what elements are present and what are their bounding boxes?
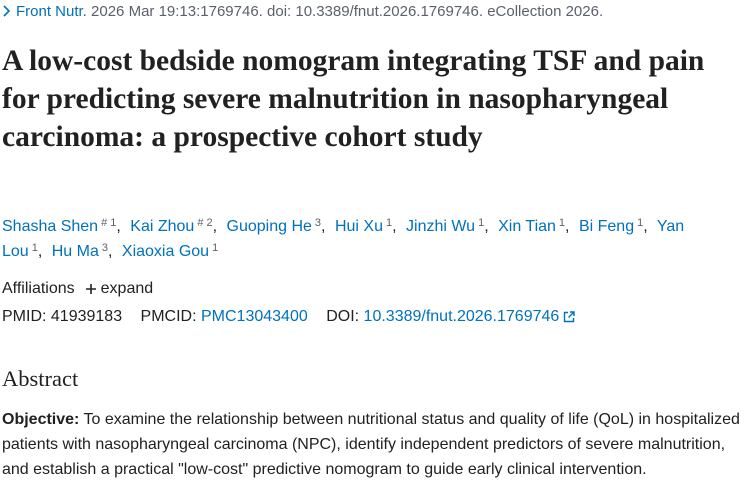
abstract-body: To examine the relationship between nutr…: [2, 411, 740, 478]
expand-label[interactable]: expand: [100, 280, 154, 297]
author: Guoping He 3: [226, 217, 331, 236]
external-link-icon: [564, 311, 575, 323]
citation-details: 2026 Mar 19:13:1769746. doi: 10.3389/fnu…: [91, 3, 604, 20]
author-list: Shasha Shen# 1 Kai Zhou# 2 Guoping He3 H…: [2, 214, 702, 264]
author-affiliation-ref[interactable]: 3: [101, 242, 108, 254]
article-title: A low-cost bedside nomogram integrating …: [2, 45, 705, 153]
author-affiliation-ref[interactable]: 3: [314, 217, 322, 229]
author: Shasha Shen # 1: [2, 217, 126, 236]
author: Xin Tian 1: [498, 217, 574, 236]
author-name[interactable]: Kai Zhou: [130, 218, 195, 235]
pmcid-link[interactable]: PMC13043400: [201, 308, 308, 325]
abstract-label: Objective:: [2, 411, 80, 428]
chevron-icon: [3, 5, 11, 17]
author-affiliation-ref[interactable]: 1: [212, 242, 219, 254]
author-name[interactable]: Yan Lou: [2, 218, 685, 260]
author: Hu Ma 3: [51, 242, 118, 261]
author: Kai Zhou # 2: [130, 217, 222, 236]
plus-icon: [85, 284, 96, 294]
author-name[interactable]: Hui Xu: [334, 218, 383, 235]
affiliations: Affiliations expand: [2, 280, 750, 298]
author-affiliation-ref[interactable]: 1: [31, 242, 38, 254]
author-name[interactable]: Xin Tian: [498, 218, 556, 235]
doi-link[interactable]: 10.3389/fnut.2026.1769746: [364, 308, 576, 325]
author-affiliation-ref[interactable]: 1: [478, 217, 485, 229]
expand-toggle[interactable]: expand: [85, 280, 154, 297]
doi-label: DOI:: [326, 308, 360, 325]
author-affiliation-ref[interactable]: # 1: [101, 217, 117, 229]
author-name[interactable]: Shasha Shen: [2, 218, 99, 235]
pmid: 41939183: [50, 308, 123, 325]
author-name[interactable]: Hu Ma: [51, 243, 99, 260]
author: Bi Feng 1: [578, 217, 653, 236]
author-name[interactable]: Bi Feng: [578, 218, 635, 235]
author: Jinzhi Wu 1: [406, 217, 494, 236]
author: Hui Xu 1: [334, 217, 402, 236]
doi[interactable]: 10.3389/fnut.2026.1769746: [363, 308, 560, 325]
author-name[interactable]: Guoping He: [226, 218, 312, 235]
citation: Front Nutr. 2026 Mar 19:13:1769746. doi:…: [2, 3, 750, 20]
identifiers: PMID: 41939183 PMCID: PMC13043400 DOI: 1…: [2, 308, 750, 326]
author-affiliation-ref[interactable]: 1: [385, 217, 393, 229]
abstract-heading: Abstract: [2, 366, 79, 391]
journal-link[interactable]: Front Nutr.: [16, 3, 87, 20]
pmcid-label: PMCID:: [140, 308, 197, 325]
author-affiliation-ref[interactable]: 1: [558, 217, 566, 229]
abstract-text: Objective: To examine the relationship b…: [2, 407, 750, 482]
author-affiliation-ref[interactable]: # 2: [197, 217, 213, 229]
author-affiliation-ref[interactable]: 1: [637, 217, 644, 229]
author-name[interactable]: Xiaoxia Gou: [121, 243, 210, 260]
affiliations-label: Affiliations: [2, 280, 75, 297]
author-name[interactable]: Jinzhi Wu: [406, 218, 476, 235]
pmid-label: PMID:: [2, 308, 47, 325]
author: Xiaoxia Gou 1: [121, 242, 219, 261]
